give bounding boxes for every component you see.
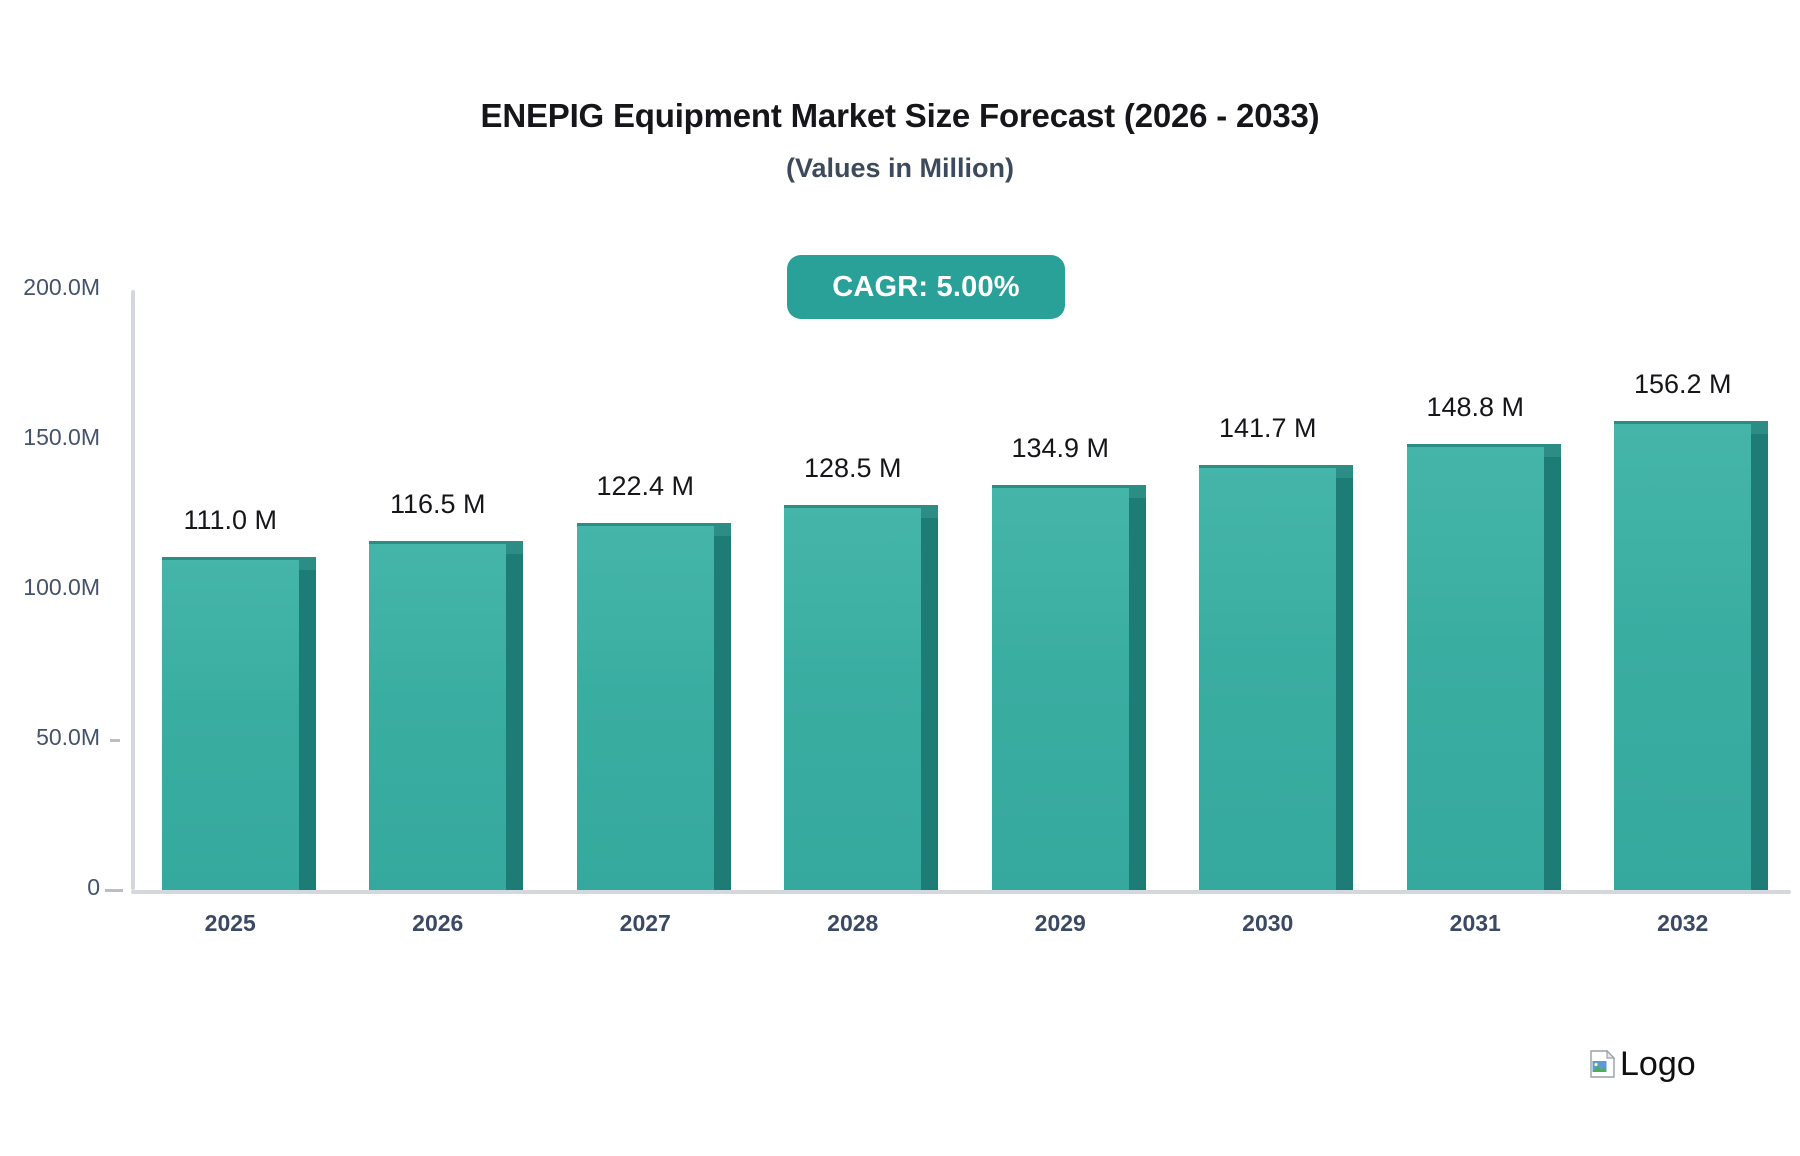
bar-top-face: [1128, 485, 1146, 499]
bar-2026: [369, 540, 524, 890]
bar-top-face: [1336, 464, 1354, 478]
bar-2029: [991, 485, 1146, 890]
bar-face: [784, 504, 922, 890]
bar-face: [1406, 443, 1544, 890]
bar-value-label: 111.0 M: [183, 505, 278, 535]
bar-2031: [1406, 443, 1561, 890]
bar-side-face: [506, 553, 524, 890]
x-axis-tick-label: 2032: [1657, 910, 1709, 936]
cagr-badge: CAGR: 5.00%: [787, 255, 1065, 319]
bar-2028: [784, 504, 939, 890]
y-axis-line: [131, 290, 135, 890]
bar-side-face: [298, 570, 316, 890]
y-axis-tick-mark: [110, 739, 120, 742]
x-axis-tick-label: 2026: [412, 910, 464, 936]
title-block: ENEPIG Equipment Market Size Forecast (2…: [0, 96, 1800, 184]
y-axis-tick-label: 200.0M: [23, 274, 100, 300]
y-axis-tick-label: 100.0M: [23, 574, 100, 600]
bar-2032: [1614, 421, 1769, 890]
bar-top-face: [921, 504, 939, 518]
bar-side-face: [921, 517, 939, 890]
bar-value-label: 122.4 M: [596, 470, 695, 501]
bar-2025: [161, 557, 316, 890]
chart-subtitle: (Values in Million): [785, 152, 1015, 183]
x-axis-tick-label: 2025: [204, 910, 256, 936]
bar-value-label: 116.5 M: [389, 488, 486, 519]
broken-image-icon: [1588, 1049, 1618, 1079]
bar-side-face: [1751, 434, 1769, 890]
bar-value-label: 141.7 M: [1218, 412, 1317, 443]
bar-side-face: [713, 535, 731, 890]
footer-logo: Logo: [1588, 1047, 1696, 1081]
y-axis-tick-label: 50.0M: [36, 724, 100, 750]
bar-value-label: 128.5 M: [803, 452, 902, 483]
bar-side-face: [1543, 456, 1561, 890]
bar-face: [1199, 464, 1337, 890]
x-axis-tick-label: 2031: [1449, 910, 1501, 936]
bar-face: [1614, 421, 1752, 890]
plot-area: [131, 290, 1791, 894]
y-axis-tick-mark: [105, 889, 123, 892]
x-axis-tick-label: 2027: [619, 910, 671, 936]
bar-value-label: 134.9 M: [1011, 433, 1110, 464]
bar-face: [576, 522, 714, 890]
bar-face: [161, 557, 299, 890]
x-axis-tick-label: 2030: [1242, 910, 1294, 936]
y-axis-tick-label: 150.0M: [23, 424, 100, 450]
bar-value-label: 156.2 M: [1633, 369, 1732, 400]
x-axis-line: [131, 890, 1791, 894]
bar-face: [991, 485, 1129, 890]
page-title: ENEPIG Equipment Market Size Forecast (2…: [480, 97, 1320, 134]
x-axis-tick-label: 2029: [1034, 910, 1086, 936]
bar-top-face: [713, 522, 731, 536]
bar-2027: [576, 522, 731, 890]
y-axis-tick-label: 0: [87, 874, 100, 900]
bar-2030: [1199, 464, 1354, 890]
bar-top-face: [1751, 421, 1769, 435]
cagr-badge-label: CAGR: 5.00%: [832, 270, 1020, 303]
logo-alt-text: Logo: [1620, 1045, 1696, 1083]
bar-face: [369, 540, 507, 890]
bar-value-label: 148.8 M: [1426, 391, 1525, 422]
bar-top-face: [506, 540, 524, 554]
bar-top-face: [298, 557, 316, 570]
bar-side-face: [1128, 498, 1146, 890]
x-axis-tick-label: 2028: [827, 910, 879, 936]
bar-top-face: [1543, 443, 1561, 457]
bar-side-face: [1336, 477, 1354, 890]
